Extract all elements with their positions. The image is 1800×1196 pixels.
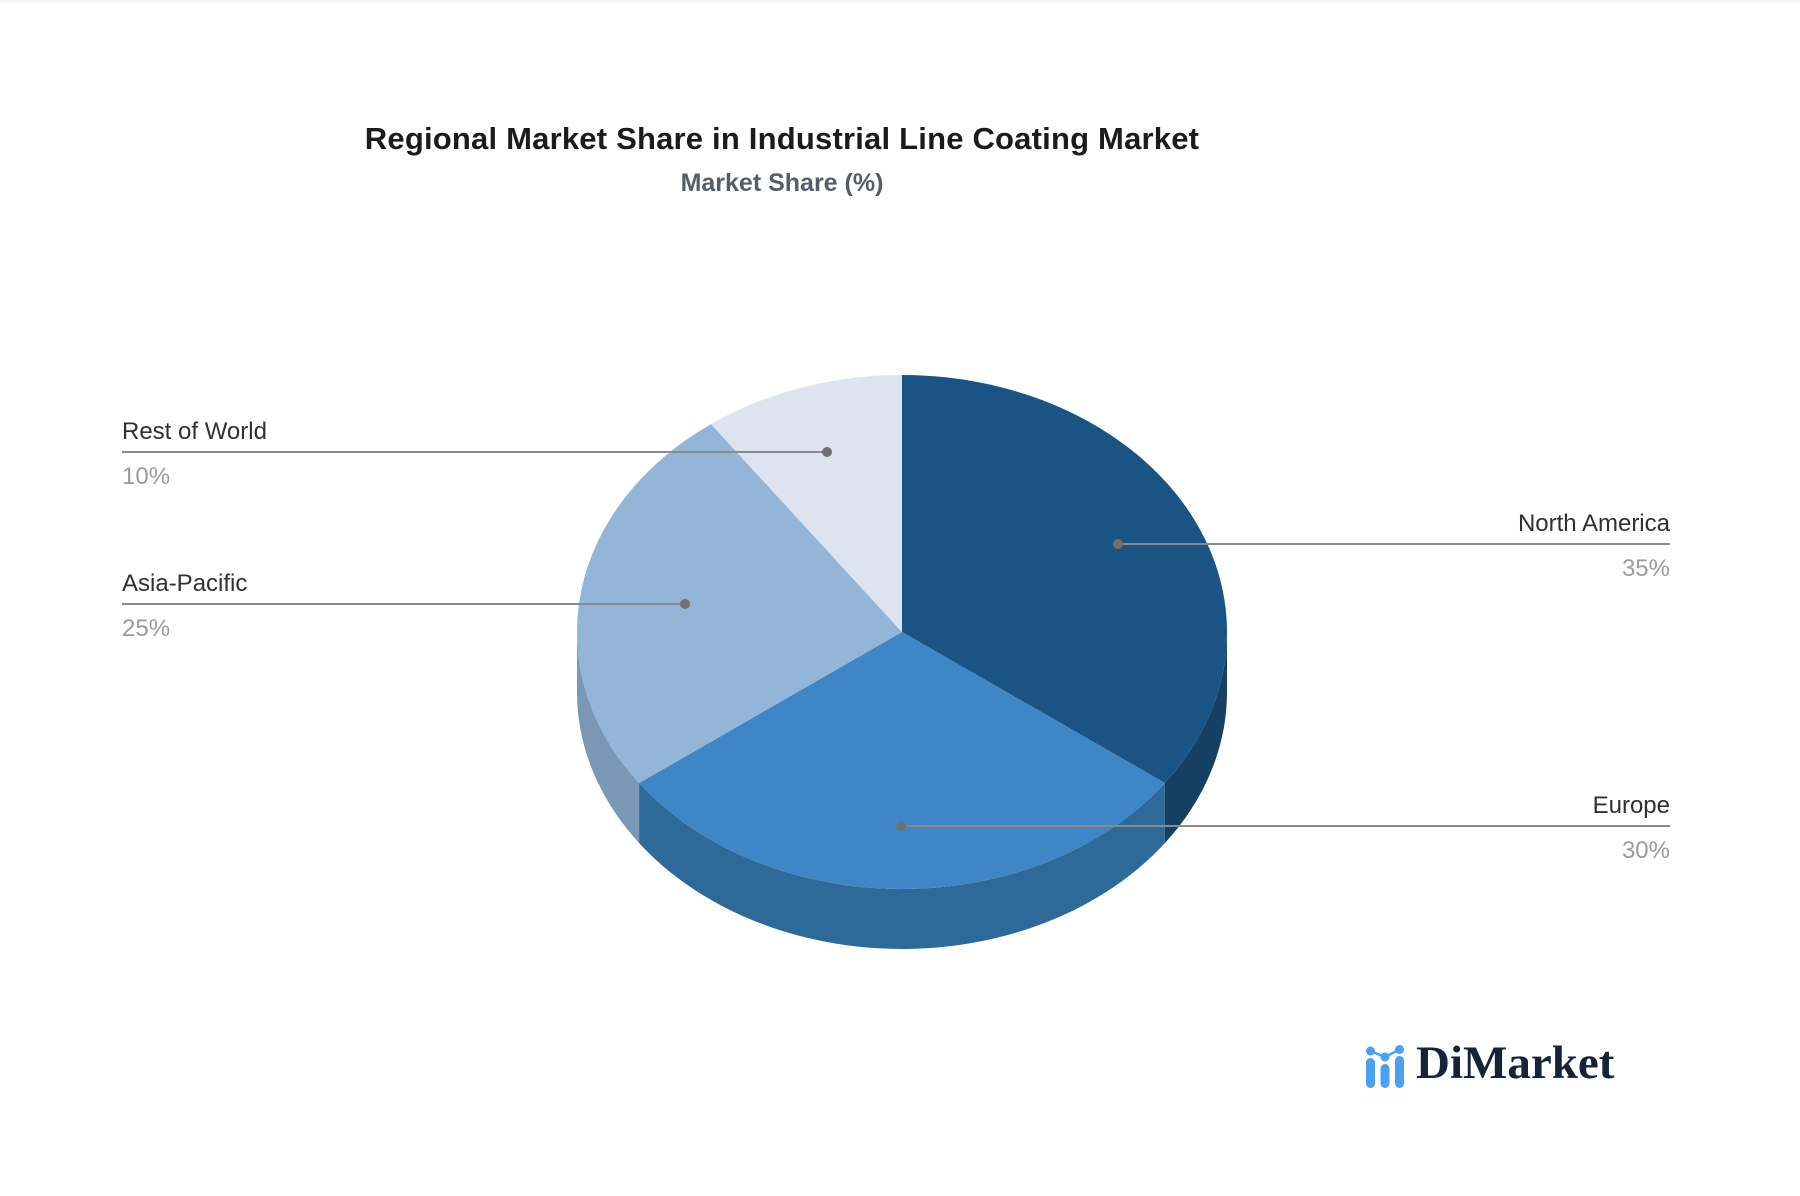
pie-slice-europe[interactable] [639,632,1165,889]
callout-dot [1113,539,1123,549]
brand-logo: DiMarket [1364,1040,1684,1100]
slice-percent: 25% [122,615,171,642]
pie-slice-side [577,632,640,844]
slice-label: Asia-Pacific [122,570,248,597]
pie-slice-side [1164,632,1227,844]
brand-logo-text: DiMarket [1416,1037,1615,1089]
pie-slice-side [639,783,1165,949]
callout-dot [822,447,832,457]
callout-dot [680,599,690,609]
slice-label: North America [1517,510,1670,537]
slice-label: Europe [1592,792,1670,819]
slice-percent: 10% [122,463,171,490]
slice-percent: 35% [1621,555,1670,582]
pie-slice-north-america[interactable] [902,375,1227,784]
callout-dot [896,821,906,831]
pie-slice-asia-pacific[interactable] [577,424,902,784]
slice-label: Rest of World [122,418,267,445]
chart-subtitle: Market Share (%) [680,169,884,197]
chart-title: Regional Market Share in Industrial Line… [364,121,1200,156]
slice-percent: 30% [1621,837,1670,864]
bar-chart-trend-icon [1366,1045,1404,1088]
top-hairline [0,0,1800,3]
pie-slice-rest-of-world[interactable] [710,375,902,632]
